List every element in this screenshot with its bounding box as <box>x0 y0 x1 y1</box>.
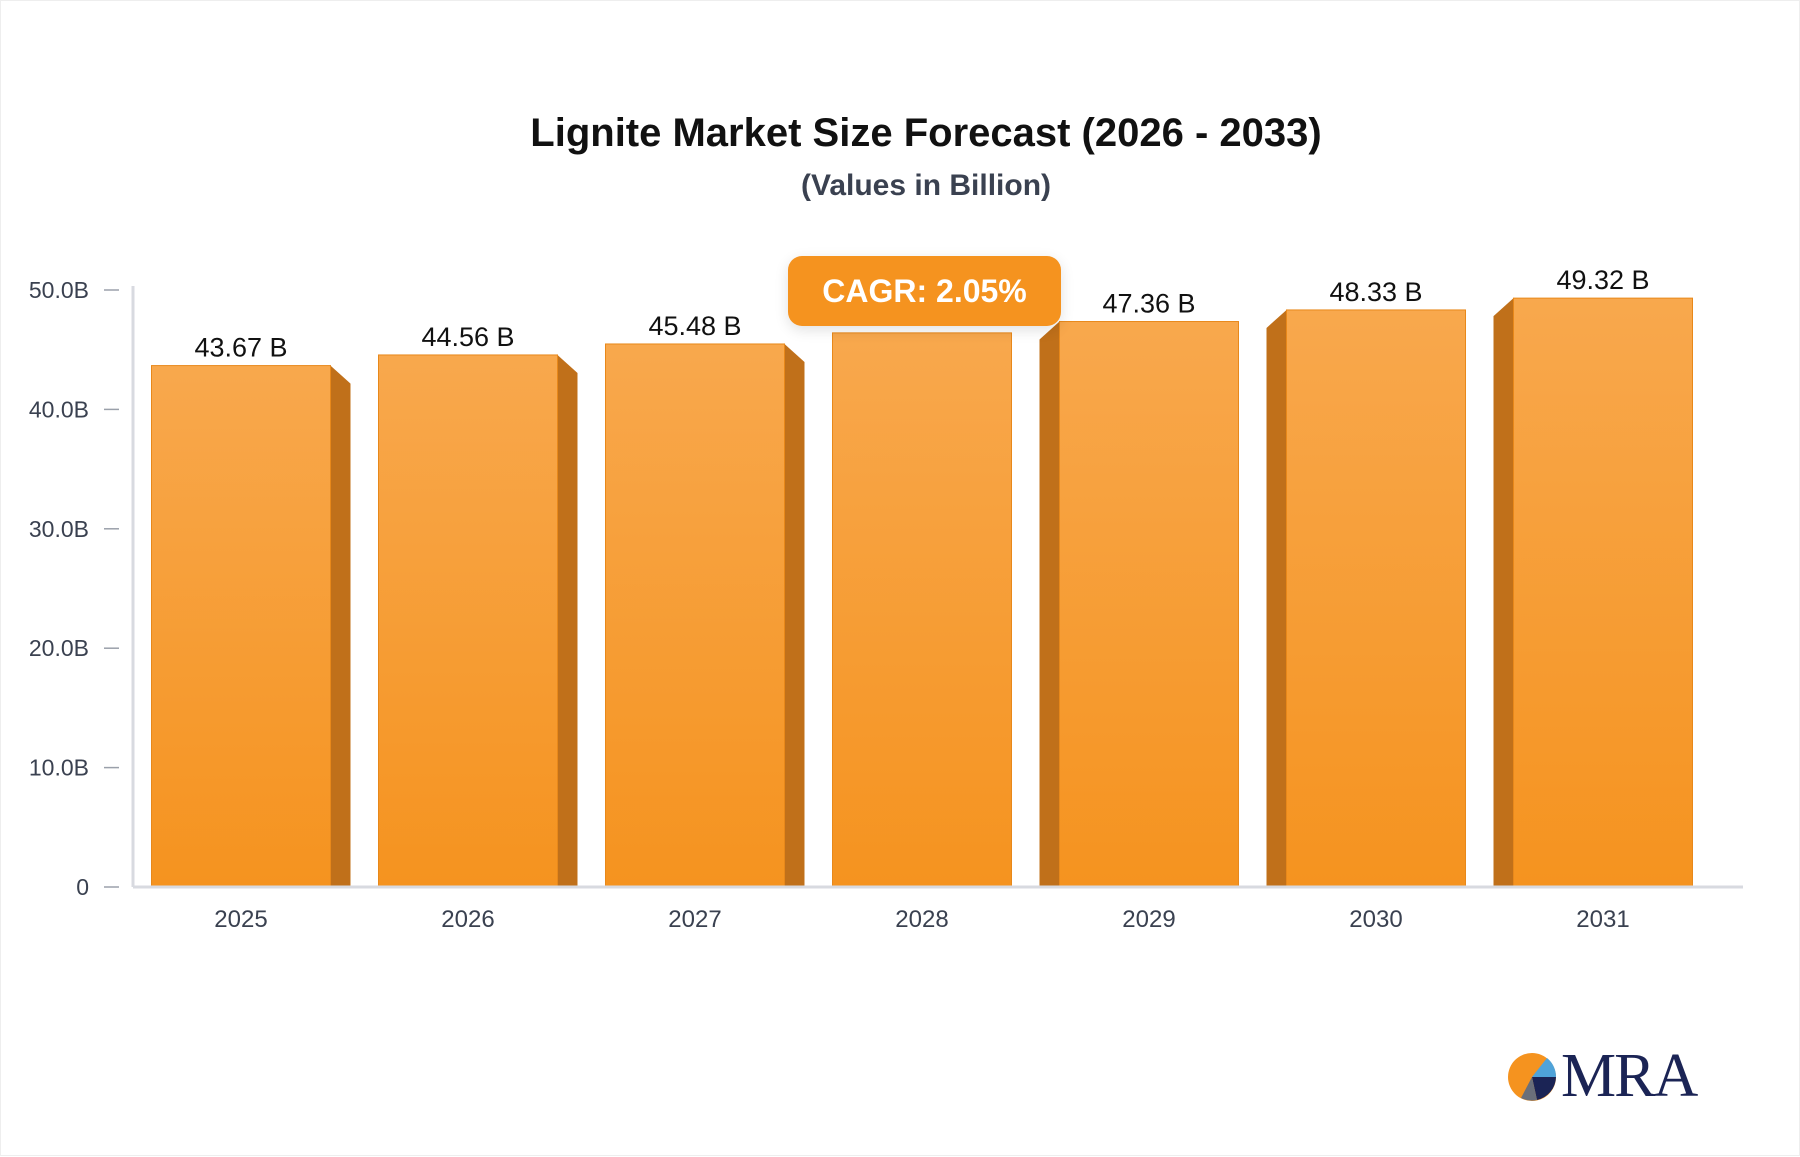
bar <box>1059 321 1239 888</box>
bar-side <box>784 343 805 887</box>
bar <box>832 332 1012 888</box>
bar <box>605 343 785 888</box>
x-tick-label: 2031 <box>1576 906 1629 933</box>
bar <box>1286 309 1466 888</box>
cagr-badge: CAGR: 2.05% <box>788 256 1061 326</box>
bar-side <box>557 354 578 887</box>
y-tick-label: 30.0B <box>29 516 89 542</box>
x-tick-label: 2027 <box>668 906 721 933</box>
y-tick-label: 50.0B <box>29 277 89 303</box>
x-tick-label: 2025 <box>214 906 267 933</box>
x-tick-label: 2028 <box>895 906 948 933</box>
bar-side <box>1039 321 1060 887</box>
logo-text: MRA <box>1561 1042 1698 1110</box>
bar <box>1513 297 1693 888</box>
chart-subtitle: (Values in Billion) <box>800 169 1052 202</box>
x-tick-label: 2030 <box>1349 906 1402 933</box>
data-label: 48.33 B <box>1329 277 1422 307</box>
bar-side <box>1493 298 1514 887</box>
y-tick-label: 40.0B <box>29 396 89 422</box>
bar-side <box>1266 309 1287 887</box>
logo-pie-icon <box>1508 1052 1557 1101</box>
data-label: 44.56 B <box>421 322 514 352</box>
bar-side <box>330 365 351 887</box>
data-label: 45.48 B <box>648 311 741 341</box>
bar <box>151 365 331 888</box>
x-tick-label: 2026 <box>441 906 494 933</box>
data-label: 49.32 B <box>1556 265 1649 295</box>
y-tick-label: 20.0B <box>29 635 89 661</box>
x-tick-label: 2029 <box>1122 906 1175 933</box>
y-tick-label: 10.0B <box>29 755 89 781</box>
bar <box>378 354 558 888</box>
chart-title: Lignite Market Size Forecast (2026 - 203… <box>530 111 1322 155</box>
mra-logo: MRA <box>1507 1041 1698 1112</box>
data-label: 43.67 B <box>194 333 287 363</box>
data-label: 47.36 B <box>1102 289 1195 319</box>
y-tick-label: 0 <box>76 874 89 900</box>
